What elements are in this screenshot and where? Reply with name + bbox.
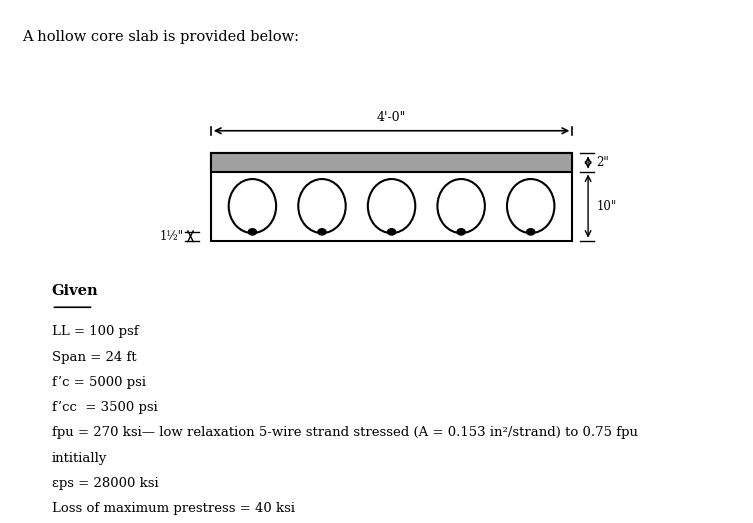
Ellipse shape (437, 179, 485, 233)
Bar (211, 153, 572, 172)
Circle shape (248, 229, 257, 235)
Ellipse shape (229, 179, 276, 233)
Text: 2": 2" (596, 156, 609, 169)
Circle shape (457, 229, 465, 235)
Ellipse shape (298, 179, 346, 233)
Bar (211, 153, 572, 172)
Text: Span = 24 ft: Span = 24 ft (51, 350, 136, 363)
Text: fpu = 270 ksi— low relaxation 5-wire strand stressed (A = 0.153 in²/strand) to 0: fpu = 270 ksi— low relaxation 5-wire str… (51, 426, 638, 439)
Text: A hollow core slab is provided below:: A hollow core slab is provided below: (23, 30, 300, 43)
Bar (211, 153, 572, 241)
Text: Given: Given (51, 285, 98, 299)
Text: f’c = 5000 psi: f’c = 5000 psi (51, 376, 145, 389)
Text: intitially: intitially (51, 451, 107, 464)
Circle shape (526, 229, 535, 235)
Text: Loss of maximum prestress = 40 ksi: Loss of maximum prestress = 40 ksi (51, 502, 294, 515)
Ellipse shape (507, 179, 554, 233)
Text: 4'-0": 4'-0" (376, 111, 407, 124)
Text: 1½": 1½" (160, 230, 184, 243)
Text: LL = 100 psf: LL = 100 psf (51, 325, 138, 338)
Text: 10": 10" (596, 200, 617, 212)
Circle shape (318, 229, 326, 235)
Text: f’cc  = 3500 psi: f’cc = 3500 psi (51, 401, 157, 414)
Text: εps = 28000 ksi: εps = 28000 ksi (51, 477, 158, 490)
Ellipse shape (367, 179, 416, 233)
Circle shape (388, 229, 395, 235)
